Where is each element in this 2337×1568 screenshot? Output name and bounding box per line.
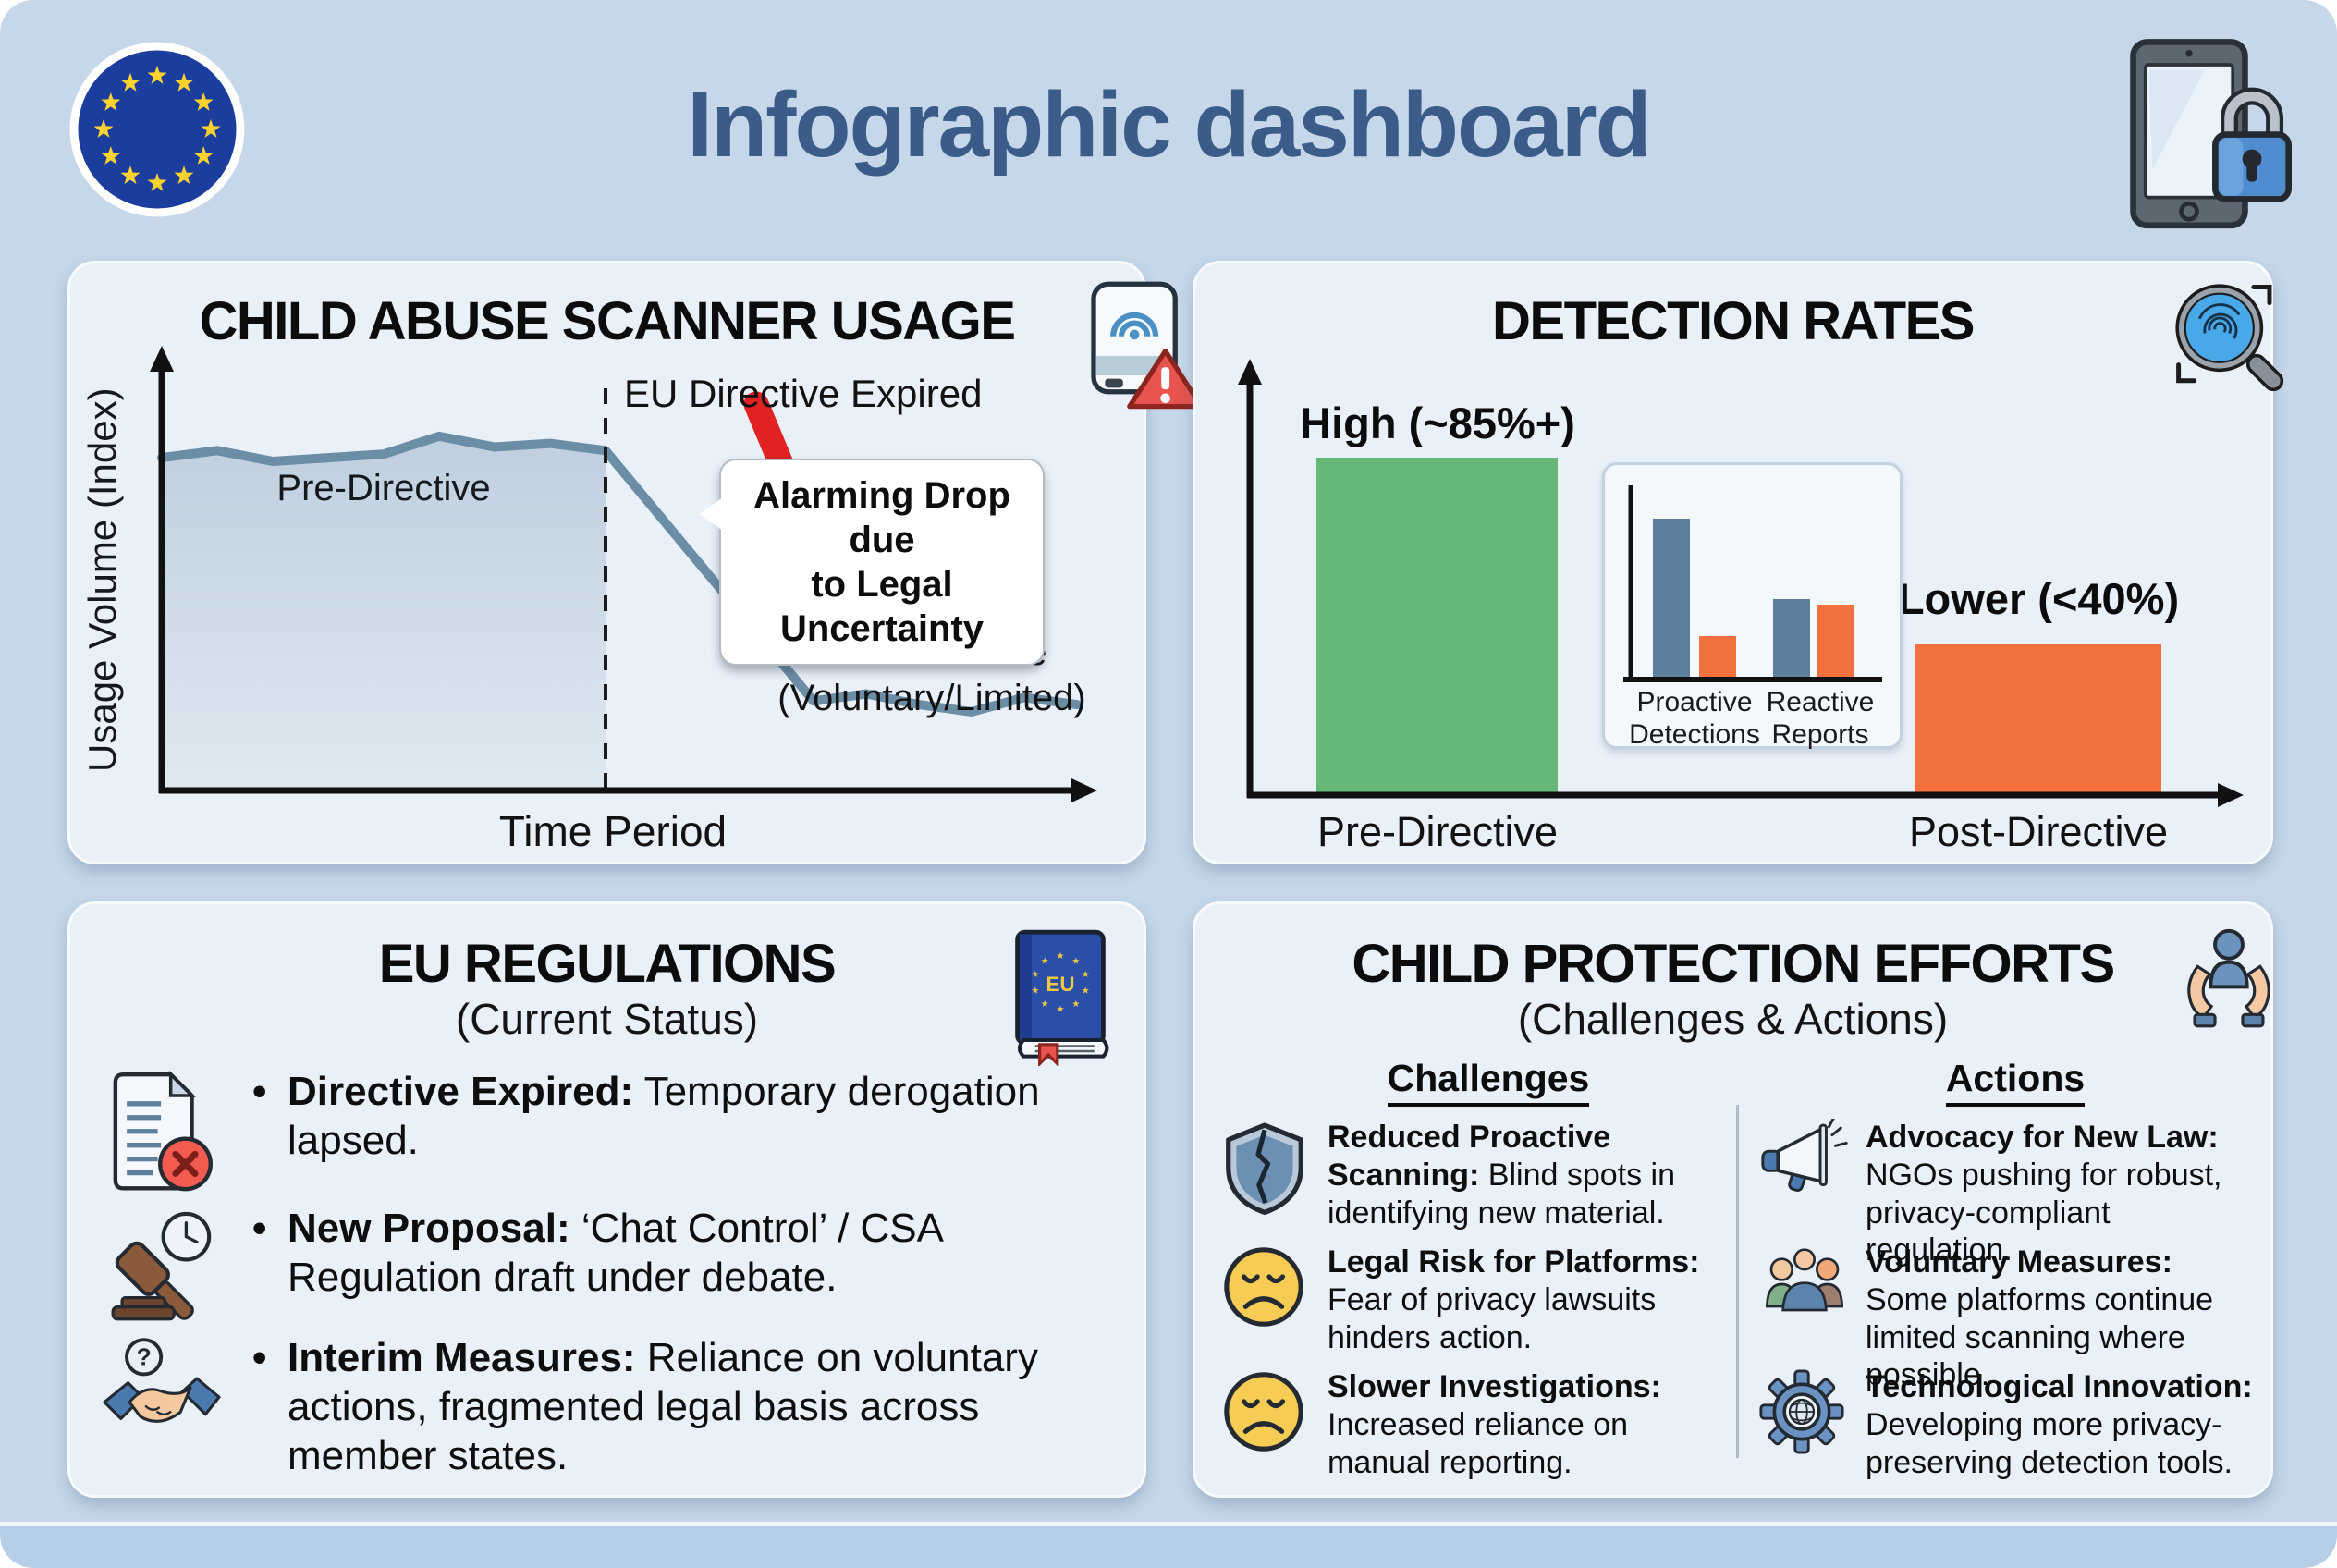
- action-item: Voluntary Measures: Some platforms conti…: [1758, 1243, 2263, 1394]
- caring-hands-icon: [2174, 920, 2283, 1029]
- action-item: Technological Innovation: Developing mor…: [1758, 1368, 2263, 1481]
- bottom-bezel: [0, 1522, 2337, 1568]
- fingerprint-magnifier-icon: [2161, 270, 2283, 398]
- sad-face-icon: [1220, 1243, 1309, 1330]
- lower-value-label: Lower (<40%): [1897, 574, 2180, 623]
- actions-header: Actions: [1784, 1057, 2246, 1107]
- handshake-question-icon: ?: [101, 1334, 223, 1449]
- column-divider: [1736, 1105, 1739, 1458]
- rates-chart: [1238, 359, 2244, 807]
- inset-bar-reactive-post: [1817, 605, 1854, 680]
- action-text: Advocacy for New Law: NGOs pushing for r…: [1866, 1120, 2222, 1268]
- challenge-item: Reduced Proactive Scanning: Blind spots …: [1220, 1119, 1725, 1231]
- list-item-text: • Directive Expired: Temporary derogatio…: [252, 1069, 1040, 1163]
- eu-flag-icon: [65, 37, 250, 222]
- panel3-subtitle: (Current Status): [455, 995, 759, 1043]
- cat-post-directive: Post-Directive: [1908, 808, 2169, 855]
- challenge-item: Legal Risk for Platforms: Fear of privac…: [1220, 1243, 1725, 1356]
- action-text: Voluntary Measures: Some platforms conti…: [1866, 1244, 2214, 1393]
- document-rejected-icon: [101, 1068, 223, 1198]
- challenges-header: Challenges: [1257, 1057, 1719, 1107]
- panel2-title: DETECTION RATES: [1492, 291, 1976, 351]
- list-item: ? • Interim Measures: Reliance on volunt…: [101, 1334, 1046, 1480]
- bar-pre-directive: [1316, 458, 1558, 795]
- challenge-text: Reduced Proactive Scanning: Blind spots …: [1328, 1120, 1676, 1231]
- challenge-text: Slower Investigations: Increased relianc…: [1328, 1369, 1661, 1480]
- panel-detection-rates: DETECTION RATES: [1193, 261, 2283, 864]
- high-value-label: High (~85%+): [1300, 398, 1575, 447]
- people-group-icon: [1758, 1243, 1847, 1327]
- action-item: Advocacy for New Law: NGOs pushing for r…: [1758, 1119, 2263, 1269]
- inset-bar-proactive-post: [1699, 636, 1736, 680]
- inset-bar-reactive-pre: [1773, 599, 1810, 680]
- inset-label-reactive: Reactive Reports: [1766, 687, 1875, 750]
- list-item-text: • Interim Measures: Reliance on voluntar…: [252, 1335, 1038, 1478]
- panel-eu-regulations: EU REGULATIONS (Current Status) EU: [67, 901, 1146, 1498]
- svg-text:EU: EU: [1046, 973, 1074, 996]
- list-item-text: • New Proposal: ‘Chat Control’ / CSA Reg…: [252, 1206, 942, 1300]
- panel-child-protection: CHILD PROTECTION EFFORTS (Challenges & A…: [1193, 901, 2273, 1498]
- challenge-item: Slower Investigations: Increased relianc…: [1220, 1368, 1725, 1481]
- panel4-subtitle: (Challenges & Actions): [1517, 995, 1949, 1043]
- detection-inset-chart: Proactive Detections Reactive Reports: [1602, 462, 1903, 750]
- directive-expired-label: EU Directive Expired: [624, 372, 983, 415]
- list-item: • New Proposal: ‘Chat Control’ / CSA Reg…: [101, 1205, 1046, 1327]
- broken-shield-icon: [1220, 1119, 1309, 1216]
- panel-scanner-usage: CHILD ABUSE SCANNER USAGE: [67, 261, 1205, 864]
- challenge-text: Legal Risk for Platforms: Fear of privac…: [1328, 1244, 1700, 1355]
- tablet-lock-icon: [2117, 33, 2293, 239]
- bar-post-directive: [1915, 644, 2161, 795]
- pre-directive-label: Pre-Directive: [276, 468, 491, 508]
- page-title: Infographic dashboard: [687, 73, 1651, 177]
- gear-globe-icon: [1758, 1368, 1847, 1455]
- eu-book-icon: EU: [1001, 922, 1120, 1066]
- cat-pre-directive: Pre-Directive: [1316, 808, 1559, 855]
- svg-text:?: ?: [137, 1342, 152, 1370]
- panel3-title: EU REGULATIONS: [378, 934, 837, 994]
- megaphone-icon: [1758, 1119, 1848, 1200]
- alarming-drop-callout: Alarming Drop due to Legal Uncertainty: [699, 459, 1045, 666]
- list-item: • Directive Expired: Temporary derogatio…: [101, 1068, 1046, 1198]
- action-text: Technological Innovation: Developing mor…: [1866, 1369, 2253, 1480]
- sad-face-icon: [1220, 1368, 1309, 1455]
- scanner-warning-icon: [1066, 277, 1205, 412]
- gavel-clock-icon: [101, 1205, 223, 1327]
- panel1-title: CHILD ABUSE SCANNER USAGE: [199, 291, 1016, 351]
- panel4-title: CHILD PROTECTION EFFORTS: [1352, 934, 2115, 994]
- usage-xlabel: Time Period: [498, 807, 728, 855]
- inset-bar-proactive-pre: [1653, 519, 1690, 680]
- usage-chart: [150, 346, 1097, 802]
- usage-ylabel: Usage Volume (Index): [80, 387, 124, 772]
- inset-label-proactive: Proactive Detections: [1629, 687, 1760, 750]
